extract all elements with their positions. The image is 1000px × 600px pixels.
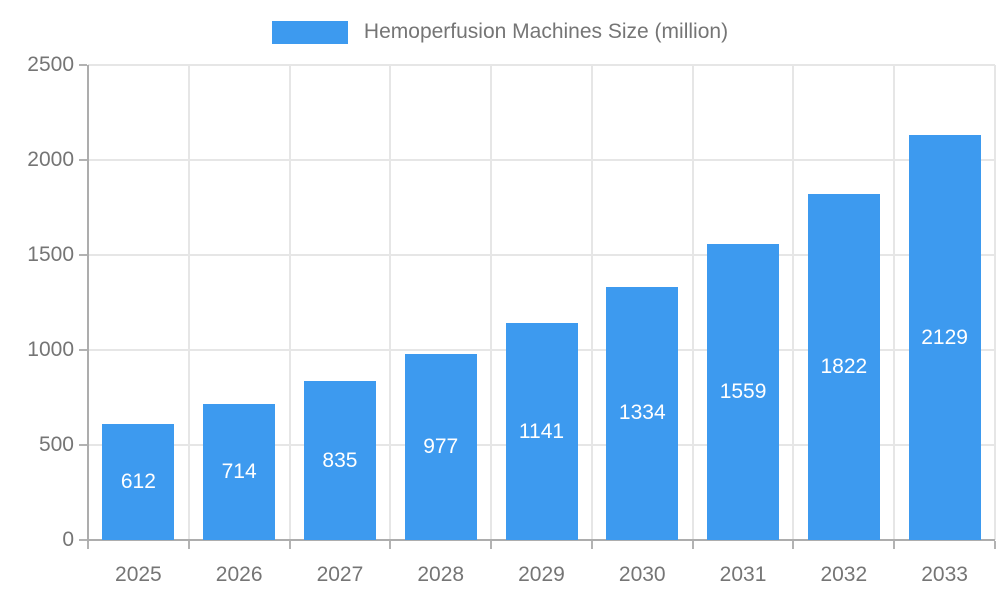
bar-value-label: 1822 [820,354,868,378]
legend-swatch-icon [271,20,348,44]
x-tick [994,541,996,549]
bar-value-label: 2129 [921,325,968,349]
v-gridline [590,65,593,540]
bar: 1822 [807,193,880,540]
y-tick [79,64,87,66]
v-gridline [288,65,291,540]
v-gridline [994,65,996,540]
x-tick [590,541,593,549]
h-gridline [88,64,995,66]
x-tick [87,541,89,549]
y-tick-label: 0 [62,528,74,551]
x-tick-label: 2030 [618,563,666,586]
x-tick-label: 2032 [820,563,868,586]
h-gridline [88,254,995,256]
bar-value-label: 835 [322,448,358,472]
v-gridline [490,65,493,540]
v-gridline [893,65,896,540]
x-tick [893,541,896,549]
bar-value-label: 977 [423,435,459,459]
x-tick-label: 2027 [316,563,364,586]
x-tick-label: 2031 [719,563,767,586]
x-tick [792,541,795,549]
bar: 2129 [908,135,981,540]
bar: 714 [203,404,276,540]
x-tick-label: 2029 [518,563,565,586]
bar: 1559 [707,243,780,540]
bar-value-label: 612 [120,469,156,493]
y-tick-label: 2500 [27,53,74,76]
x-tick [389,541,392,549]
x-tick-label: 2026 [215,563,263,586]
bar-value-label: 714 [221,460,257,484]
y-tick-label: 1500 [27,243,74,266]
bar: 977 [404,354,477,540]
y-axis-line [87,65,89,542]
x-tick-label: 2025 [115,563,162,586]
bar: 835 [303,381,376,540]
chart-legend[interactable]: Hemoperfusion Machines Size (million) [0,20,1000,44]
bar: 1334 [606,286,679,540]
bar-value-label: 1334 [618,401,666,425]
bar: 1141 [505,323,578,540]
y-tick [79,254,87,256]
v-gridline [389,65,392,540]
v-gridline [691,65,694,540]
y-tick [79,159,87,161]
v-gridline [187,65,190,540]
legend-label: Hemoperfusion Machines Size (million) [363,20,729,43]
x-tick [187,541,190,549]
x-tick-label: 2033 [921,563,968,586]
y-tick-label: 2000 [27,148,74,171]
bar-value-label: 1141 [518,419,565,443]
h-gridline [88,159,995,161]
x-axis-line [88,539,995,541]
x-tick-label: 2028 [417,563,465,586]
y-tick [79,539,87,541]
bar: 612 [102,423,175,540]
y-tick [79,444,87,446]
y-tick-label: 500 [38,433,74,456]
bar-value-label: 1559 [719,379,767,403]
y-tick [79,349,87,351]
x-tick [691,541,694,549]
x-tick [490,541,493,549]
v-gridline [792,65,795,540]
y-tick-label: 1000 [27,338,74,361]
x-tick [288,541,291,549]
